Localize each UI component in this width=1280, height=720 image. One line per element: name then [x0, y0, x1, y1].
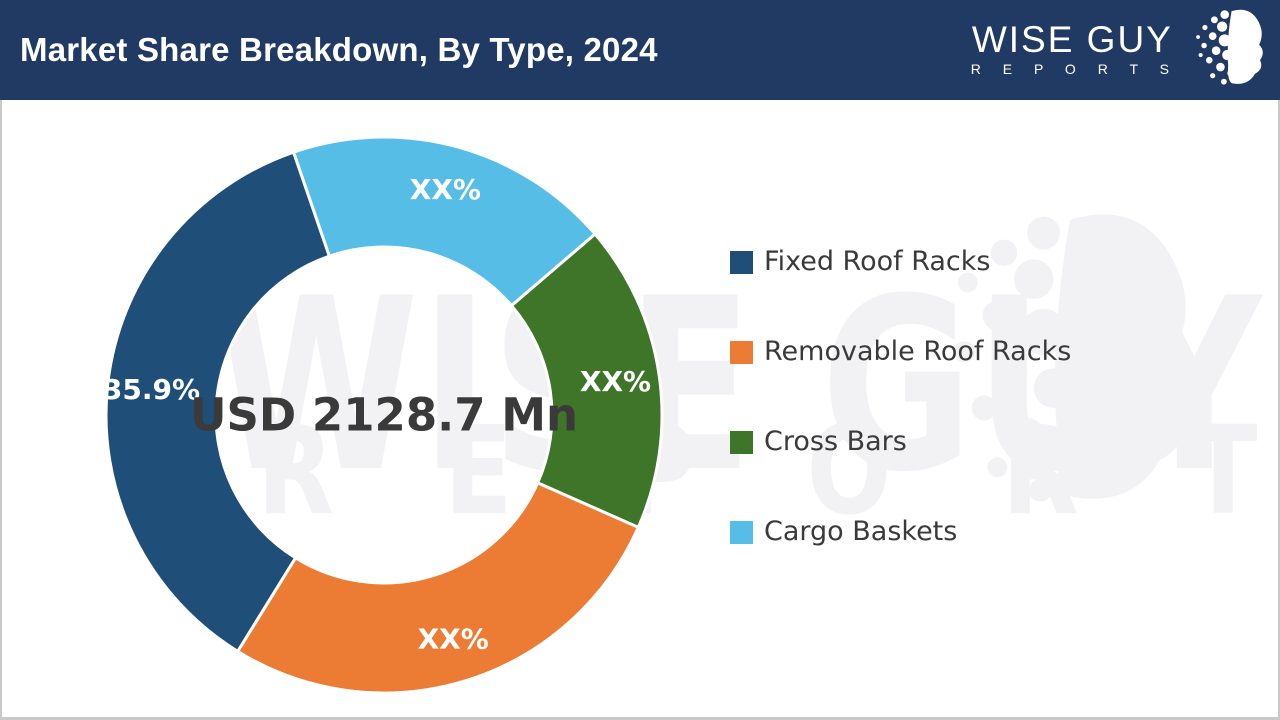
slice-label-fixed-roof-racks: 35.9%	[103, 373, 200, 406]
legend-item-fixed-roof-racks: Fixed Roof Racks	[730, 246, 1071, 278]
legend-item-removable-roof-racks: Removable Roof Racks	[730, 336, 1071, 368]
slice-cross-bars	[510, 232, 664, 529]
header-bar: Market Share Breakdown, By Type, 2024 WI…	[0, 0, 1280, 100]
legend-label-fixed-roof-racks: Fixed Roof Racks	[764, 246, 991, 277]
donut-center-value: USD 2128.7 Mn	[189, 388, 579, 442]
donut-chart: XX% XX% XX% 35.9%	[103, 135, 664, 695]
legend-label-cargo-baskets: Cargo Baskets	[764, 516, 958, 547]
legend-label-cross-bars: Cross Bars	[764, 426, 907, 457]
slice-removable-roof-racks	[236, 481, 640, 695]
legend-swatch-cargo-baskets	[730, 520, 753, 544]
legend-label-removable-roof-racks: Removable Roof Racks	[764, 336, 1072, 367]
slice-cargo-baskets	[291, 135, 597, 308]
slice-label-removable-roof-racks: XX%	[418, 623, 489, 656]
page-title: Market Share Breakdown, By Type, 2024	[20, 31, 658, 68]
legend-swatch-removable-roof-racks	[730, 340, 753, 364]
logo-subtitle: R E P O R T S	[970, 61, 1178, 77]
chart-area: WISE GUY R E P O R T S XX%XX%XX%35.9% US…	[0, 100, 1280, 720]
logo-face-icon	[1196, 9, 1263, 85]
legend-swatch-cross-bars	[730, 430, 753, 454]
legend-item-cargo-baskets: Cargo Baskets	[730, 516, 1071, 548]
slice-fixed-roof-racks	[104, 150, 331, 653]
slice-label-cross-bars: XX%	[580, 365, 651, 398]
legend-item-cross-bars: Cross Bars	[730, 426, 1071, 458]
logo-wordmark: WISE GUY	[971, 19, 1173, 60]
slice-label-cargo-baskets: XX%	[410, 173, 481, 206]
legend: Fixed Roof Racks Removable Roof Racks Cr…	[730, 246, 1071, 606]
logo-text: WISE GUY R E P O R T S	[967, 19, 1178, 78]
legend-swatch-fixed-roof-racks	[730, 250, 753, 274]
wise-guy-reports-logo: WISE GUY R E P O R T S	[967, 6, 1266, 92]
